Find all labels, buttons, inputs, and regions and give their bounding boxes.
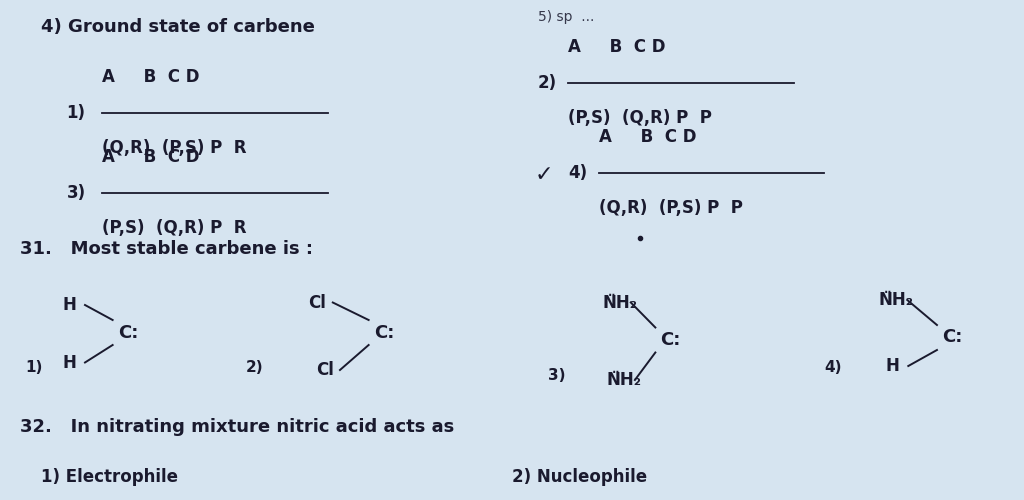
Text: 2) Nucleophile: 2) Nucleophile [512, 468, 647, 485]
Text: C:: C: [660, 331, 681, 349]
Text: 4): 4) [568, 164, 588, 182]
Text: (P,S)  (Q,R) P  R: (P,S) (Q,R) P R [102, 218, 247, 236]
Text: 3): 3) [548, 368, 565, 382]
Text: Cl: Cl [315, 361, 334, 379]
Text: 5) sp  ...: 5) sp ... [538, 10, 594, 24]
Text: 1): 1) [26, 360, 43, 375]
Text: A     B  C D: A B C D [568, 38, 666, 56]
Text: 1): 1) [67, 104, 86, 122]
Text: 31.   Most stable carbene is :: 31. Most stable carbene is : [20, 240, 313, 258]
Text: 1) Electrophile: 1) Electrophile [41, 468, 178, 485]
Text: N̈H₂: N̈H₂ [606, 371, 641, 389]
Text: A     B  C D: A B C D [102, 68, 200, 86]
Text: (Q,R)  (P,S) P  R: (Q,R) (P,S) P R [102, 138, 247, 156]
Text: C:: C: [118, 324, 138, 342]
Text: 4): 4) [824, 360, 842, 375]
Text: N̈H₂: N̈H₂ [879, 291, 913, 309]
Text: A     B  C D: A B C D [102, 148, 200, 166]
Text: Cl: Cl [308, 294, 327, 312]
Text: C:: C: [374, 324, 394, 342]
Text: C:: C: [942, 328, 963, 346]
Text: H: H [62, 354, 77, 372]
Text: 2): 2) [538, 74, 557, 92]
Text: (Q,R)  (P,S) P  P: (Q,R) (P,S) P P [599, 198, 743, 216]
Text: 2): 2) [246, 360, 263, 375]
Text: 4) Ground state of carbene: 4) Ground state of carbene [41, 18, 314, 36]
Text: A     B  C D: A B C D [599, 128, 696, 146]
Text: 3): 3) [67, 184, 86, 202]
Text: H: H [62, 296, 77, 314]
Text: (P,S)  (Q,R) P  P: (P,S) (Q,R) P P [568, 108, 713, 126]
Text: N̈H₂: N̈H₂ [602, 294, 637, 312]
Text: 32.   In nitrating mixture nitric acid acts as: 32. In nitrating mixture nitric acid act… [20, 418, 455, 436]
Text: H: H [886, 357, 900, 375]
Text: ✓: ✓ [535, 165, 553, 185]
